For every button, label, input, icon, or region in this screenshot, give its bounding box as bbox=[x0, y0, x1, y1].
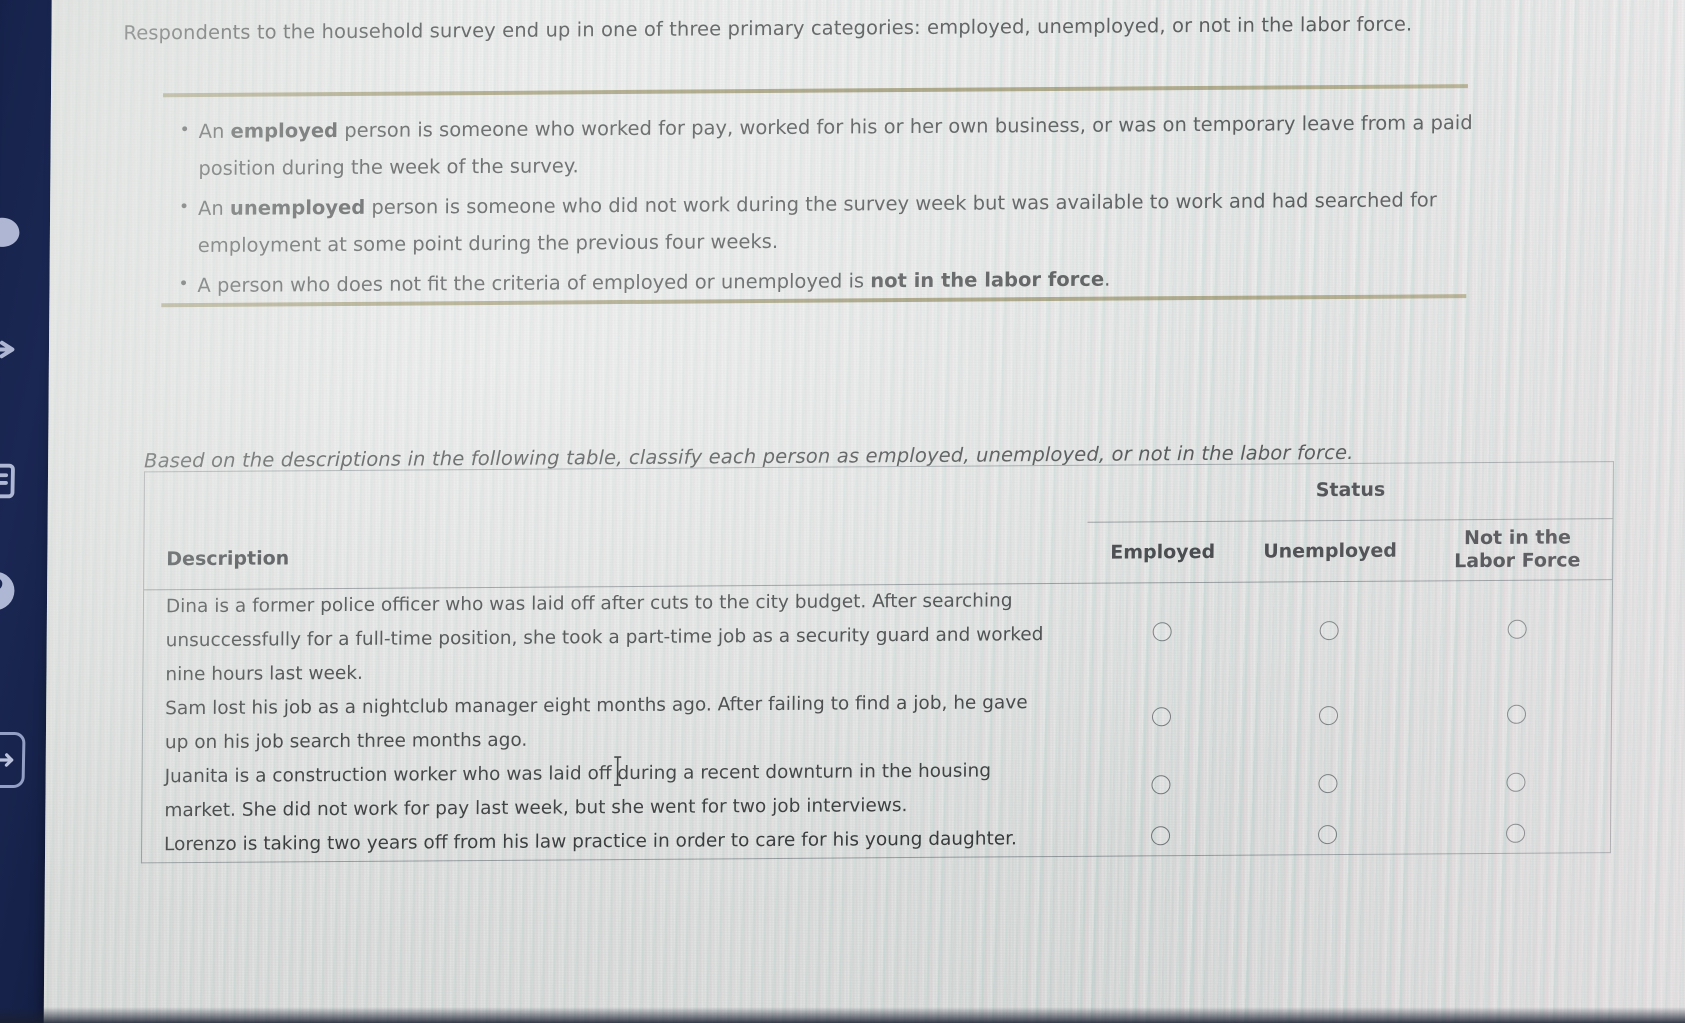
column-header-line1: Not in the bbox=[1464, 526, 1571, 550]
radio-unemployed-row-1[interactable] bbox=[1319, 621, 1340, 641]
definition-term: not in the labor force bbox=[870, 267, 1105, 293]
status-group-header: Status bbox=[1087, 461, 1614, 523]
column-header-employed: Employed bbox=[1087, 521, 1238, 584]
help-icon[interactable] bbox=[0, 568, 19, 614]
table-row: Sam lost his job as a nightclub manager … bbox=[142, 682, 1611, 760]
definition-employed: An employed person is someone who worked… bbox=[198, 104, 1489, 187]
definition-term: unemployed bbox=[229, 195, 366, 220]
row-description: Dina is a former police officer who was … bbox=[165, 590, 1044, 686]
radio-not-in-labor-force-row-3[interactable] bbox=[1506, 772, 1526, 792]
radio-cell-employed[interactable] bbox=[1086, 753, 1236, 822]
radio-unemployed-row-4[interactable] bbox=[1318, 825, 1338, 845]
definition-unemployed: An unemployed person is someone who did … bbox=[198, 181, 1489, 264]
radio-cell-unemployed[interactable] bbox=[1236, 751, 1421, 820]
app-sidebar bbox=[0, 0, 65, 1023]
row-description: Juanita is a construction worker who was… bbox=[164, 760, 992, 822]
table-row: Dina is a former police officer who was … bbox=[143, 580, 1613, 693]
column-header-description: Description bbox=[143, 522, 1088, 590]
definition-list: An employed person is someone who worked… bbox=[167, 104, 1488, 307]
radio-cell-employed[interactable] bbox=[1085, 821, 1235, 857]
radio-cell-not-in-labor-force[interactable] bbox=[1421, 580, 1612, 684]
radio-cell-unemployed[interactable] bbox=[1237, 581, 1423, 685]
radio-cell-unemployed[interactable] bbox=[1236, 683, 1421, 752]
column-header-not-in-labor-force: Not in the Labor Force bbox=[1422, 518, 1614, 581]
radio-employed-row-4[interactable] bbox=[1150, 826, 1171, 846]
logout-icon[interactable] bbox=[0, 732, 26, 788]
table-row: Juanita is a construction worker who was… bbox=[142, 750, 1611, 828]
definition-rest: person is someone who did not work durin… bbox=[197, 188, 1437, 257]
radio-not-in-labor-force-row-2[interactable] bbox=[1506, 704, 1526, 724]
definition-rest: . bbox=[1104, 267, 1111, 291]
column-header-unemployed: Unemployed bbox=[1237, 519, 1423, 583]
classification-table: Status Description Employed Unemployed N… bbox=[140, 461, 1614, 864]
table-group-header-row: Status bbox=[144, 461, 1614, 529]
definition-rest: person is someone who worked for pay, wo… bbox=[198, 111, 1473, 180]
radio-unemployed-row-2[interactable] bbox=[1319, 706, 1339, 726]
radio-cell-employed[interactable] bbox=[1086, 685, 1236, 754]
radio-cell-unemployed[interactable] bbox=[1235, 819, 1420, 855]
definition-lead: A person who does not fit the criteria o… bbox=[197, 269, 871, 297]
share-icon[interactable] bbox=[0, 338, 23, 384]
radio-employed-row-2[interactable] bbox=[1151, 707, 1171, 727]
radio-employed-row-1[interactable] bbox=[1152, 622, 1172, 642]
radio-cell-employed[interactable] bbox=[1087, 582, 1238, 686]
row-description: Sam lost his job as a nightclub manager … bbox=[164, 692, 1028, 754]
radio-unemployed-row-3[interactable] bbox=[1318, 774, 1338, 794]
radio-not-in-labor-force-row-1[interactable] bbox=[1507, 619, 1527, 639]
radio-not-in-labor-force-row-4[interactable] bbox=[1505, 823, 1525, 843]
table-header-row: Description Employed Unemployed Not in t… bbox=[143, 518, 1614, 590]
divider-top bbox=[162, 84, 1468, 98]
radio-cell-not-in-labor-force[interactable] bbox=[1420, 818, 1611, 854]
radio-employed-row-3[interactable] bbox=[1151, 775, 1171, 795]
book-icon[interactable] bbox=[0, 458, 21, 504]
column-header-line2: Labor Force bbox=[1454, 549, 1581, 573]
definition-lead: An bbox=[198, 119, 231, 143]
radio-cell-not-in-labor-force[interactable] bbox=[1421, 682, 1612, 751]
browser-page: Respondents to the household survey end … bbox=[43, 0, 1685, 1023]
row-description: Lorenzo is taking two years off from his… bbox=[164, 828, 1018, 856]
definition-term: employed bbox=[230, 119, 339, 143]
group-header-spacer bbox=[144, 465, 1088, 529]
intro-paragraph: Respondents to the household survey end … bbox=[123, 12, 1413, 45]
radio-cell-not-in-labor-force[interactable] bbox=[1420, 750, 1611, 819]
chat-icon[interactable] bbox=[0, 212, 26, 258]
definition-lead: An bbox=[197, 196, 231, 220]
